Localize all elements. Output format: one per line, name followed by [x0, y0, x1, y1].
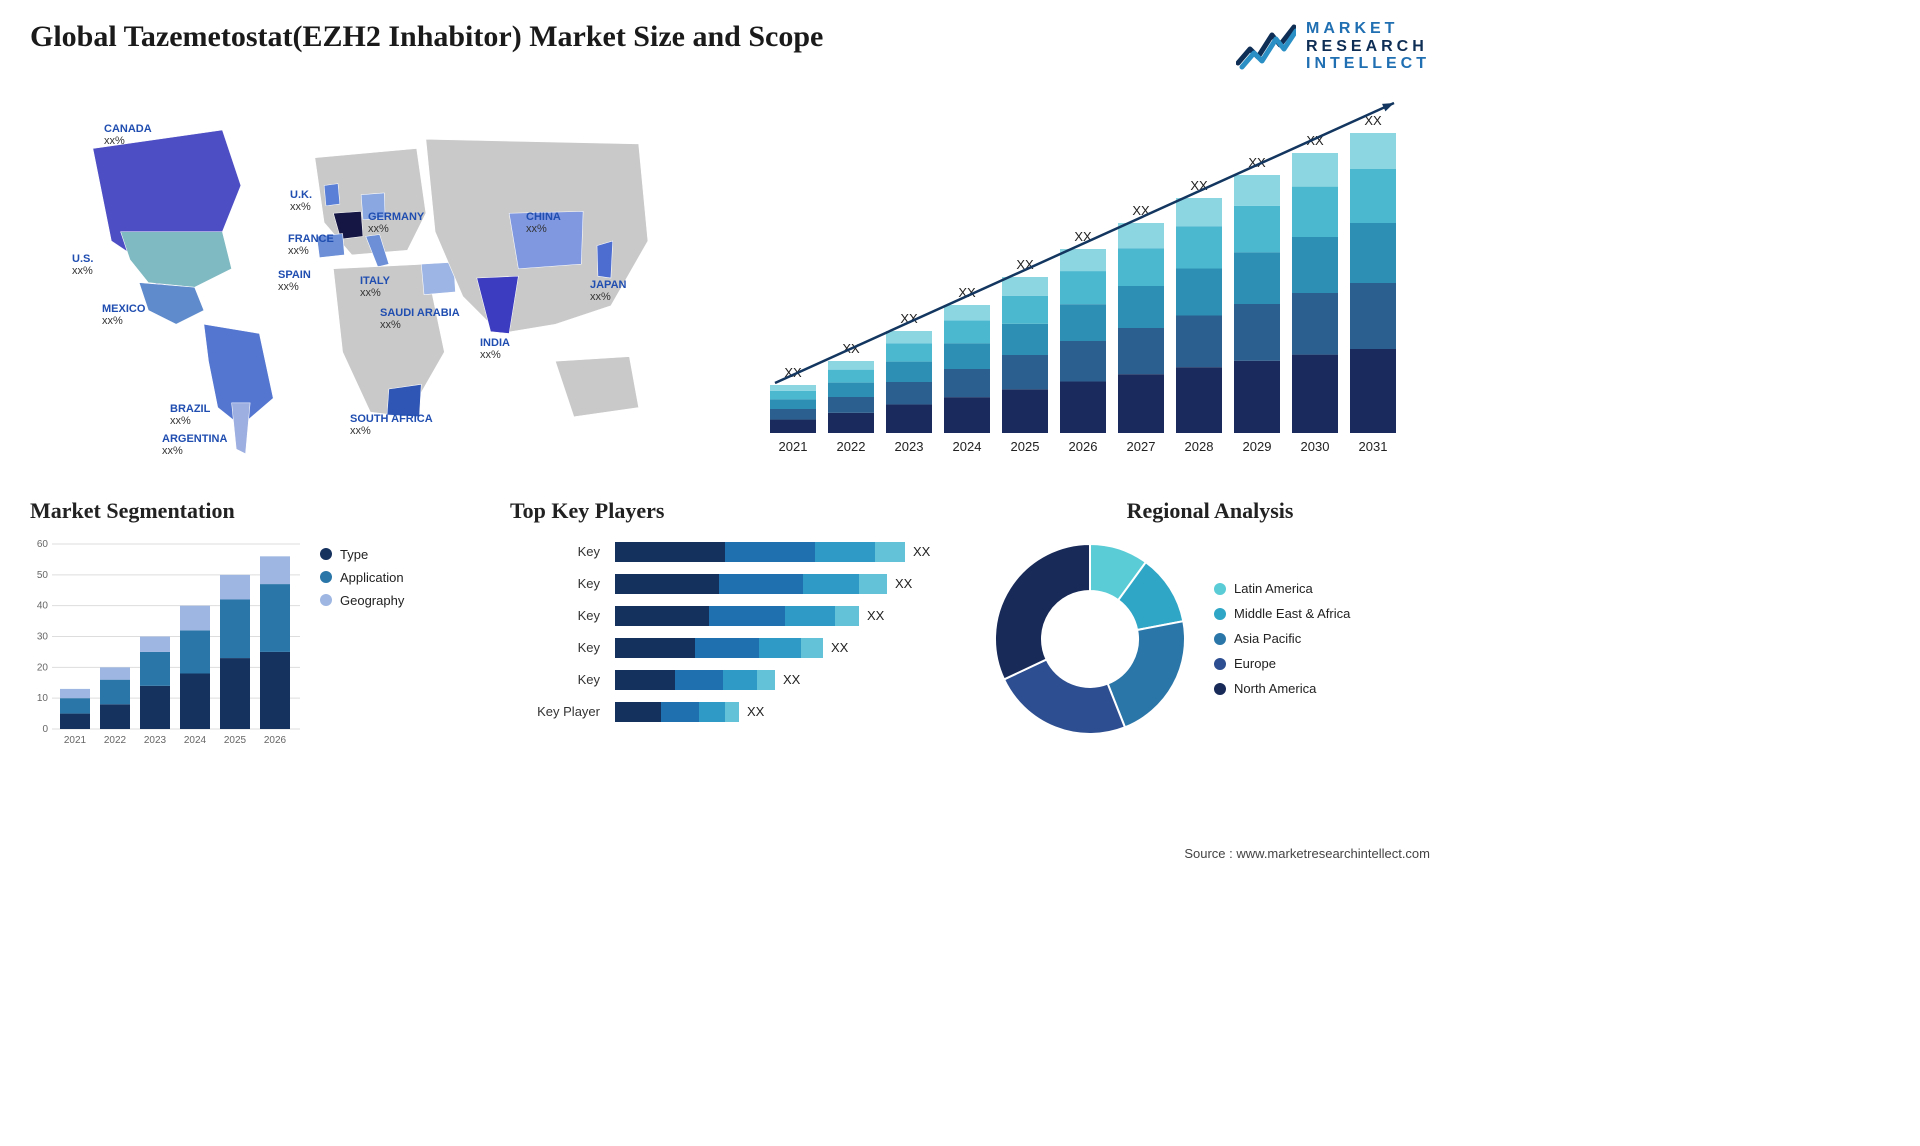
svg-text:2022: 2022 — [837, 439, 866, 454]
svg-text:0: 0 — [42, 724, 48, 735]
logo-line2: RESEARCH — [1306, 38, 1430, 56]
map-label-canada: CANADAxx% — [104, 123, 152, 147]
map-label-germany: GERMANYxx% — [368, 211, 424, 235]
player-label: Key Player — [510, 699, 600, 725]
svg-text:2029: 2029 — [1243, 439, 1272, 454]
player-row: XX — [615, 635, 950, 661]
svg-text:2026: 2026 — [1069, 439, 1098, 454]
player-value: XX — [913, 544, 930, 559]
map-label-brazil: BRAZILxx% — [170, 403, 210, 427]
map-label-us: U.S.xx% — [72, 253, 93, 277]
svg-text:2031: 2031 — [1359, 439, 1388, 454]
svg-text:2024: 2024 — [184, 735, 207, 746]
player-value: XX — [895, 576, 912, 591]
map-label-china: CHINAxx% — [526, 211, 561, 235]
svg-text:60: 60 — [37, 539, 49, 550]
svg-text:2024: 2024 — [953, 439, 982, 454]
svg-text:2025: 2025 — [1011, 439, 1040, 454]
svg-text:20: 20 — [37, 662, 49, 673]
region-legend-item: North America — [1214, 681, 1350, 696]
svg-text:2026: 2026 — [264, 735, 287, 746]
svg-text:2021: 2021 — [779, 439, 808, 454]
seg-legend-item: Type — [320, 547, 404, 562]
map-label-japan: JAPANxx% — [590, 279, 626, 303]
region-legend-item: Latin America — [1214, 581, 1350, 596]
svg-text:2021: 2021 — [64, 735, 87, 746]
map-label-southafrica: SOUTH AFRICAxx% — [350, 413, 433, 437]
segmentation-chart: 0 10 20 30 40 50 60 2021 2022 2023 2024 2025 2026 — [30, 539, 300, 749]
player-label: Key — [510, 635, 600, 661]
map-label-uk: U.K.xx% — [290, 189, 312, 213]
player-label: Key — [510, 603, 600, 629]
players-title: Top Key Players — [510, 498, 950, 524]
svg-text:2027: 2027 — [1127, 439, 1156, 454]
map-label-france: FRANCExx% — [288, 233, 334, 257]
map-label-spain: SPAINxx% — [278, 269, 311, 293]
segmentation-legend: Type Application Geography — [320, 539, 404, 749]
player-row: XX — [615, 699, 950, 725]
svg-text:40: 40 — [37, 600, 49, 611]
player-label: Key — [510, 571, 600, 597]
player-row: XX — [615, 667, 950, 693]
regional-section: Regional Analysis Latin America Middle Ea… — [990, 498, 1430, 749]
players-bars: XX XX XX XX XX XX — [615, 539, 950, 731]
svg-text:2028: 2028 — [1185, 439, 1214, 454]
player-label: Key — [510, 539, 600, 565]
segmentation-section: Market Segmentation 0 10 20 30 40 50 60 2021 202… — [30, 498, 470, 749]
regional-title: Regional Analysis — [990, 498, 1430, 524]
regional-legend: Latin America Middle East & Africa Asia Pa… — [1214, 571, 1350, 706]
logo-line3: INTELLECT — [1306, 55, 1430, 73]
segmentation-title: Market Segmentation — [30, 498, 470, 524]
logo-icon — [1236, 21, 1296, 71]
map-label-india: INDIAxx% — [480, 337, 510, 361]
svg-text:30: 30 — [37, 631, 49, 642]
region-legend-item: Middle East & Africa — [1214, 606, 1350, 621]
seg-legend-item: Application — [320, 570, 404, 585]
source-text: Source : www.marketresearchintellect.com — [1184, 846, 1430, 861]
forecast-chart: XX2021XX2022XX2023XX2024XX2025XX2026XX20… — [760, 93, 1430, 463]
player-row: XX — [615, 603, 950, 629]
svg-text:2022: 2022 — [104, 735, 127, 746]
player-value: XX — [831, 640, 848, 655]
map-label-argentina: ARGENTINAxx% — [162, 433, 227, 457]
svg-text:2030: 2030 — [1301, 439, 1330, 454]
player-label: Key — [510, 667, 600, 693]
region-legend-item: Asia Pacific — [1214, 631, 1350, 646]
region-legend-item: Europe — [1214, 656, 1350, 671]
players-labels: Key Key Key Key Key Key Player — [510, 539, 600, 731]
svg-text:2023: 2023 — [895, 439, 924, 454]
seg-legend-item: Geography — [320, 593, 404, 608]
svg-text:50: 50 — [37, 570, 49, 581]
svg-text:10: 10 — [37, 693, 49, 704]
brand-logo: MARKET RESEARCH INTELLECT — [1236, 20, 1430, 73]
player-row: XX — [615, 539, 950, 565]
logo-line1: MARKET — [1306, 20, 1430, 38]
player-value: XX — [867, 608, 884, 623]
players-section: Top Key Players Key Key Key Key Key Key Playe… — [510, 498, 950, 749]
page-title: Global Tazemetostat(EZH2 Inhabitor) Mark… — [30, 20, 823, 54]
player-row: XX — [615, 571, 950, 597]
svg-text:2025: 2025 — [224, 735, 247, 746]
regional-donut — [990, 539, 1190, 739]
map-label-italy: ITALYxx% — [360, 275, 390, 299]
map-label-saudiarabia: SAUDI ARABIAxx% — [380, 307, 460, 331]
player-value: XX — [747, 704, 764, 719]
player-value: XX — [783, 672, 800, 687]
svg-text:2023: 2023 — [144, 735, 167, 746]
world-map: CANADAxx% U.S.xx% MEXICOxx% BRAZILxx% ARGENT… — [30, 93, 720, 463]
map-label-mexico: MEXICOxx% — [102, 303, 145, 327]
